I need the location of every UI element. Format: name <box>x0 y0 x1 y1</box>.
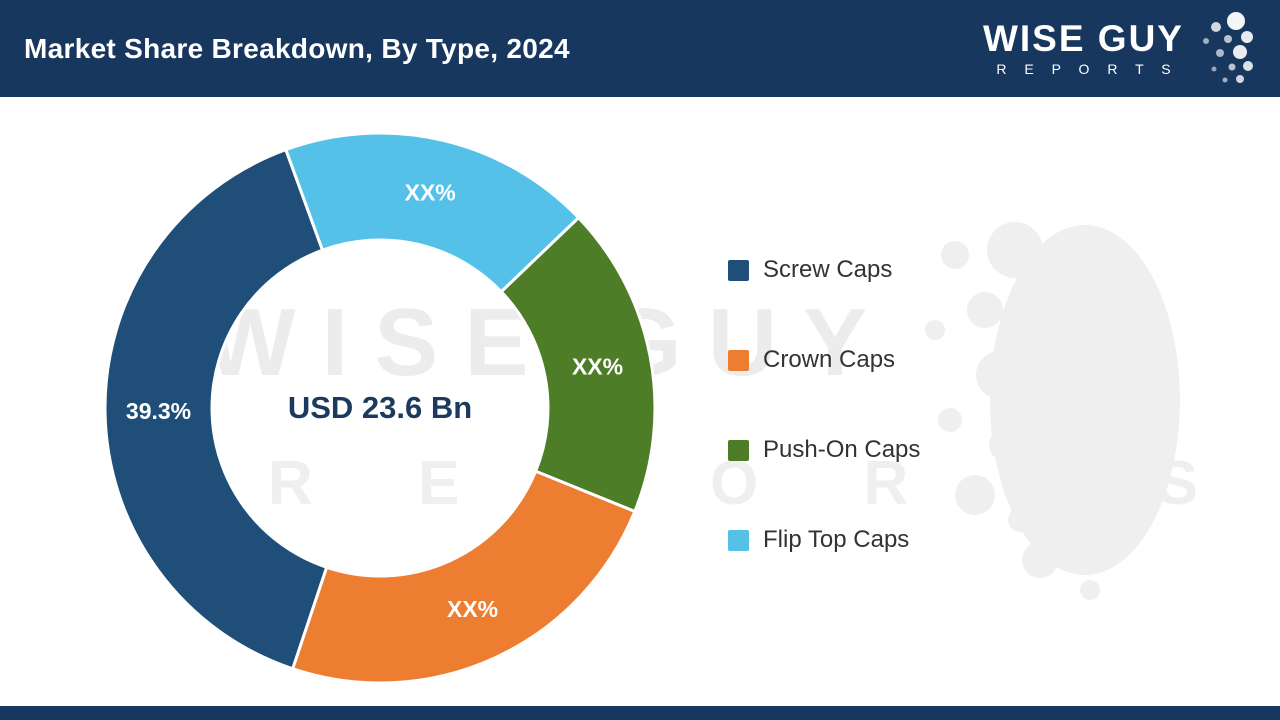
wiseguy-logo: WISE GUY R E P O R T S <box>983 11 1254 87</box>
logo-text: WISE GUY R E P O R T S <box>983 20 1184 77</box>
legend-item-screw-caps: Screw Caps <box>728 256 920 284</box>
donut-center-value: USD 23.6 Bn <box>287 390 473 425</box>
legend-swatch-push-on-caps <box>728 439 749 461</box>
legend-swatch-screw-caps <box>728 259 749 281</box>
donut-segment-value-label: XX% <box>405 179 456 205</box>
donut-segment-value-label: XX% <box>447 596 498 622</box>
legend-swatch-flip-top-caps <box>728 529 749 551</box>
donut-segment-value-label: 39.3% <box>126 398 191 424</box>
legend-swatch-crown-caps <box>728 349 749 371</box>
donut-segment-push-on-caps <box>499 216 657 513</box>
page-title: Market Share Breakdown, By Type, 2024 <box>24 32 570 64</box>
logo-face-dots-icon <box>1203 11 1253 83</box>
donut-segment-value-label: XX% <box>572 353 623 379</box>
legend-label: Flip Top Caps <box>763 526 910 553</box>
legend-label: Crown Caps <box>763 346 896 373</box>
legend-label: Screw Caps <box>763 256 893 283</box>
donut-segment-flip-top-caps <box>284 131 581 294</box>
legend-item-crown-caps: Crown Caps <box>728 346 920 374</box>
legend-item-push-on-caps: Push-On Caps <box>728 436 920 464</box>
legend-label: Push-On Caps <box>763 436 921 463</box>
donut-segment-crown-caps <box>291 469 637 685</box>
logo-subtitle: R E P O R T S <box>996 61 1178 77</box>
chart-legend: Screw Caps Crown Caps Push-On Caps Flip … <box>728 256 920 554</box>
header-bar: Market Share Breakdown, By Type, 2024 WI… <box>0 0 1280 97</box>
footer-bar <box>0 706 1280 720</box>
legend-item-flip-top-caps: Flip Top Caps <box>728 526 920 554</box>
donut-segment-screw-caps <box>103 148 329 671</box>
logo-wordmark: WISE GUY <box>982 18 1184 59</box>
